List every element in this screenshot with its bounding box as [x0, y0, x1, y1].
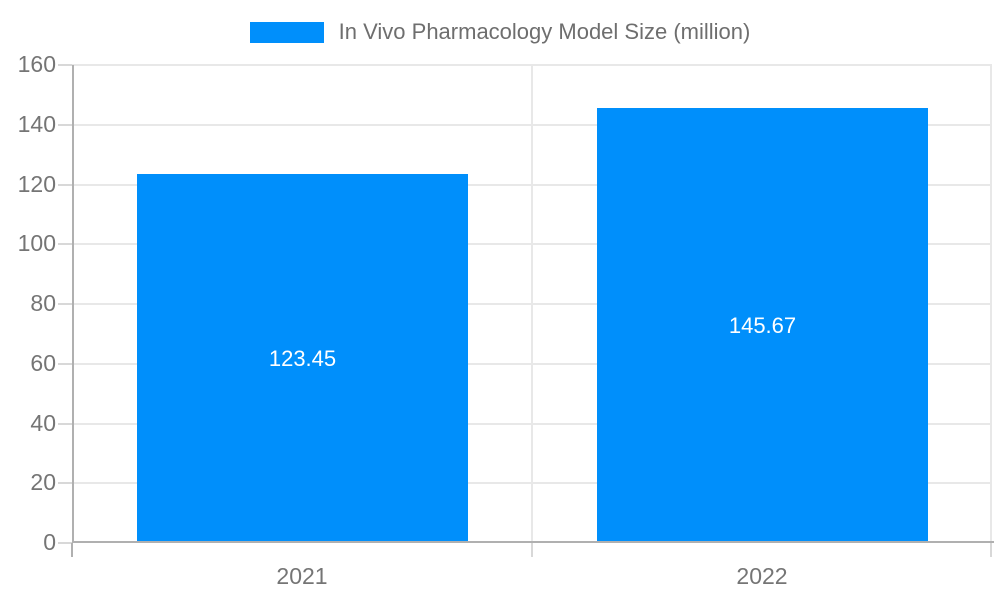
y-tick-label: 140	[17, 110, 56, 137]
y-tick-label: 160	[17, 51, 56, 77]
y-axis-tick	[58, 123, 72, 126]
y-axis-tick	[58, 482, 72, 485]
x-axis-tick	[531, 543, 533, 557]
legend-swatch[interactable]	[249, 21, 324, 43]
y-axis-line	[72, 65, 74, 543]
x-axis-line	[72, 541, 994, 543]
plot-area: 123.45 145.67	[72, 64, 992, 543]
x-category-label: 2021	[276, 563, 328, 589]
y-tick-label: 60	[30, 349, 56, 376]
legend[interactable]: In Vivo Pharmacology Model Size (million…	[0, 14, 1000, 50]
y-tick-label: 0	[43, 529, 56, 555]
y-axis-tick	[58, 243, 72, 246]
y-tick-label: 120	[17, 170, 56, 197]
y-axis-tick	[58, 542, 72, 544]
y-tick-label: 20	[30, 469, 56, 496]
bar-value-label: 145.67	[728, 313, 797, 338]
y-axis-tick	[58, 303, 72, 305]
x-category-label: 2022	[736, 563, 788, 589]
x-axis-tick	[71, 543, 73, 557]
y-tick-label: 80	[30, 290, 56, 316]
v-grid-line	[531, 65, 533, 543]
legend-label: In Vivo Pharmacology Model Size (million…	[338, 19, 751, 44]
y-axis-tick	[58, 183, 72, 186]
v-grid-line	[990, 65, 992, 543]
y-axis-tick	[58, 422, 72, 425]
y-axis-tick	[58, 362, 72, 365]
y-axis-tick	[58, 64, 72, 66]
y-tick-label: 100	[17, 230, 56, 257]
bar-2021[interactable]: 123.45	[137, 174, 468, 543]
bar-value-label: 123.45	[268, 346, 337, 371]
x-axis-tick	[990, 543, 992, 557]
bar-2022[interactable]: 145.67	[597, 108, 928, 543]
y-tick-label: 40	[30, 409, 56, 436]
